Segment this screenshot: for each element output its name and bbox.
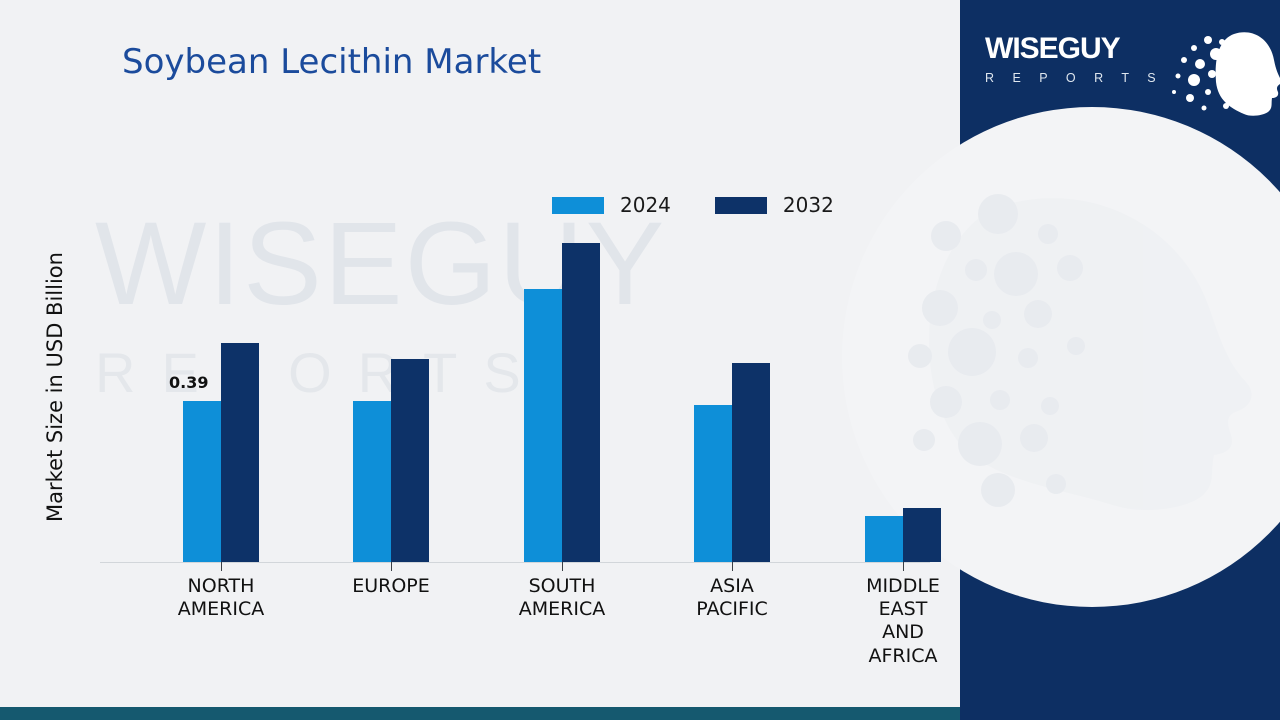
legend-item-2032[interactable]: 2032 <box>714 193 834 217</box>
logo-subtitle: R E P O R T S <box>985 71 1164 85</box>
x-axis-tick <box>562 562 563 571</box>
legend-label-2024: 2024 <box>620 193 671 217</box>
chart-legend: 2024 2032 <box>552 193 834 217</box>
bar-2024[interactable] <box>865 516 903 562</box>
plot-area: 0.39 NORTH AMERICA EUROPE SOUTH AMERICA ASIA PA… <box>100 210 941 667</box>
bar-2032[interactable] <box>391 359 429 562</box>
legend-item-2024[interactable]: 2024 <box>552 193 671 217</box>
bar-2032[interactable] <box>221 342 259 562</box>
x-axis-label-line: AND <box>882 621 924 644</box>
bar-2032[interactable] <box>903 508 941 562</box>
x-axis-label-line: ASIA <box>710 575 754 597</box>
bar-group <box>524 243 600 562</box>
y-axis-label: Market Size in USD Billion <box>43 252 67 522</box>
legend-swatch-2024 <box>552 196 604 214</box>
x-axis-tick <box>903 562 904 571</box>
x-axis-label-line: EUROPE <box>352 575 430 597</box>
x-axis-label-line: PACIFIC <box>696 598 768 621</box>
x-axis-tick <box>221 562 222 571</box>
x-axis-label: MIDDLE EAST AND AFRICA <box>828 575 978 668</box>
legend-label-2032: 2032 <box>782 193 834 217</box>
bar-2032[interactable] <box>562 243 600 562</box>
x-axis-label: SOUTH AMERICA <box>487 575 637 621</box>
logo-head-dots-icon <box>1172 32 1280 116</box>
bar-group: 0.39 <box>169 342 259 562</box>
x-axis-label: ASIA PACIFIC <box>657 575 807 621</box>
bar-2024[interactable]: 0.39 <box>169 373 221 562</box>
x-axis-label-line: AMERICA <box>518 598 606 621</box>
bar-group <box>865 508 941 562</box>
x-axis-label-line: SOUTH <box>528 575 596 597</box>
bar-2024[interactable] <box>694 404 732 562</box>
x-axis-label-line: MIDDLE <box>866 575 940 597</box>
x-axis-label-line: AMERICA <box>177 598 265 621</box>
bar-2032[interactable] <box>732 363 770 562</box>
wiseguy-reports-logo: WISEGUY R E P O R T S <box>985 32 1280 119</box>
logo-wordmark: WISEGUY <box>985 32 1121 65</box>
x-axis-label: NORTH AMERICA <box>146 575 296 621</box>
x-axis-line <box>100 562 930 563</box>
x-axis-tick <box>732 562 733 571</box>
x-axis-label-line: AFRICA <box>868 644 938 667</box>
bar-2024[interactable] <box>524 288 562 562</box>
x-axis-label-line: EAST <box>878 598 928 621</box>
legend-swatch-2032 <box>714 196 767 214</box>
x-axis-label: EUROPE <box>316 575 466 598</box>
x-axis-tick <box>391 562 392 571</box>
bar-group <box>694 363 770 562</box>
bar-2024[interactable] <box>353 400 391 562</box>
chart-title: Soybean Lecithin Market <box>122 42 542 82</box>
bottom-accent-bar <box>0 707 960 720</box>
bar-group <box>353 359 429 562</box>
bar-value-label: 0.39 <box>169 372 209 392</box>
x-axis-label-line: NORTH <box>187 575 255 597</box>
head-dots-graphic <box>908 194 1252 511</box>
